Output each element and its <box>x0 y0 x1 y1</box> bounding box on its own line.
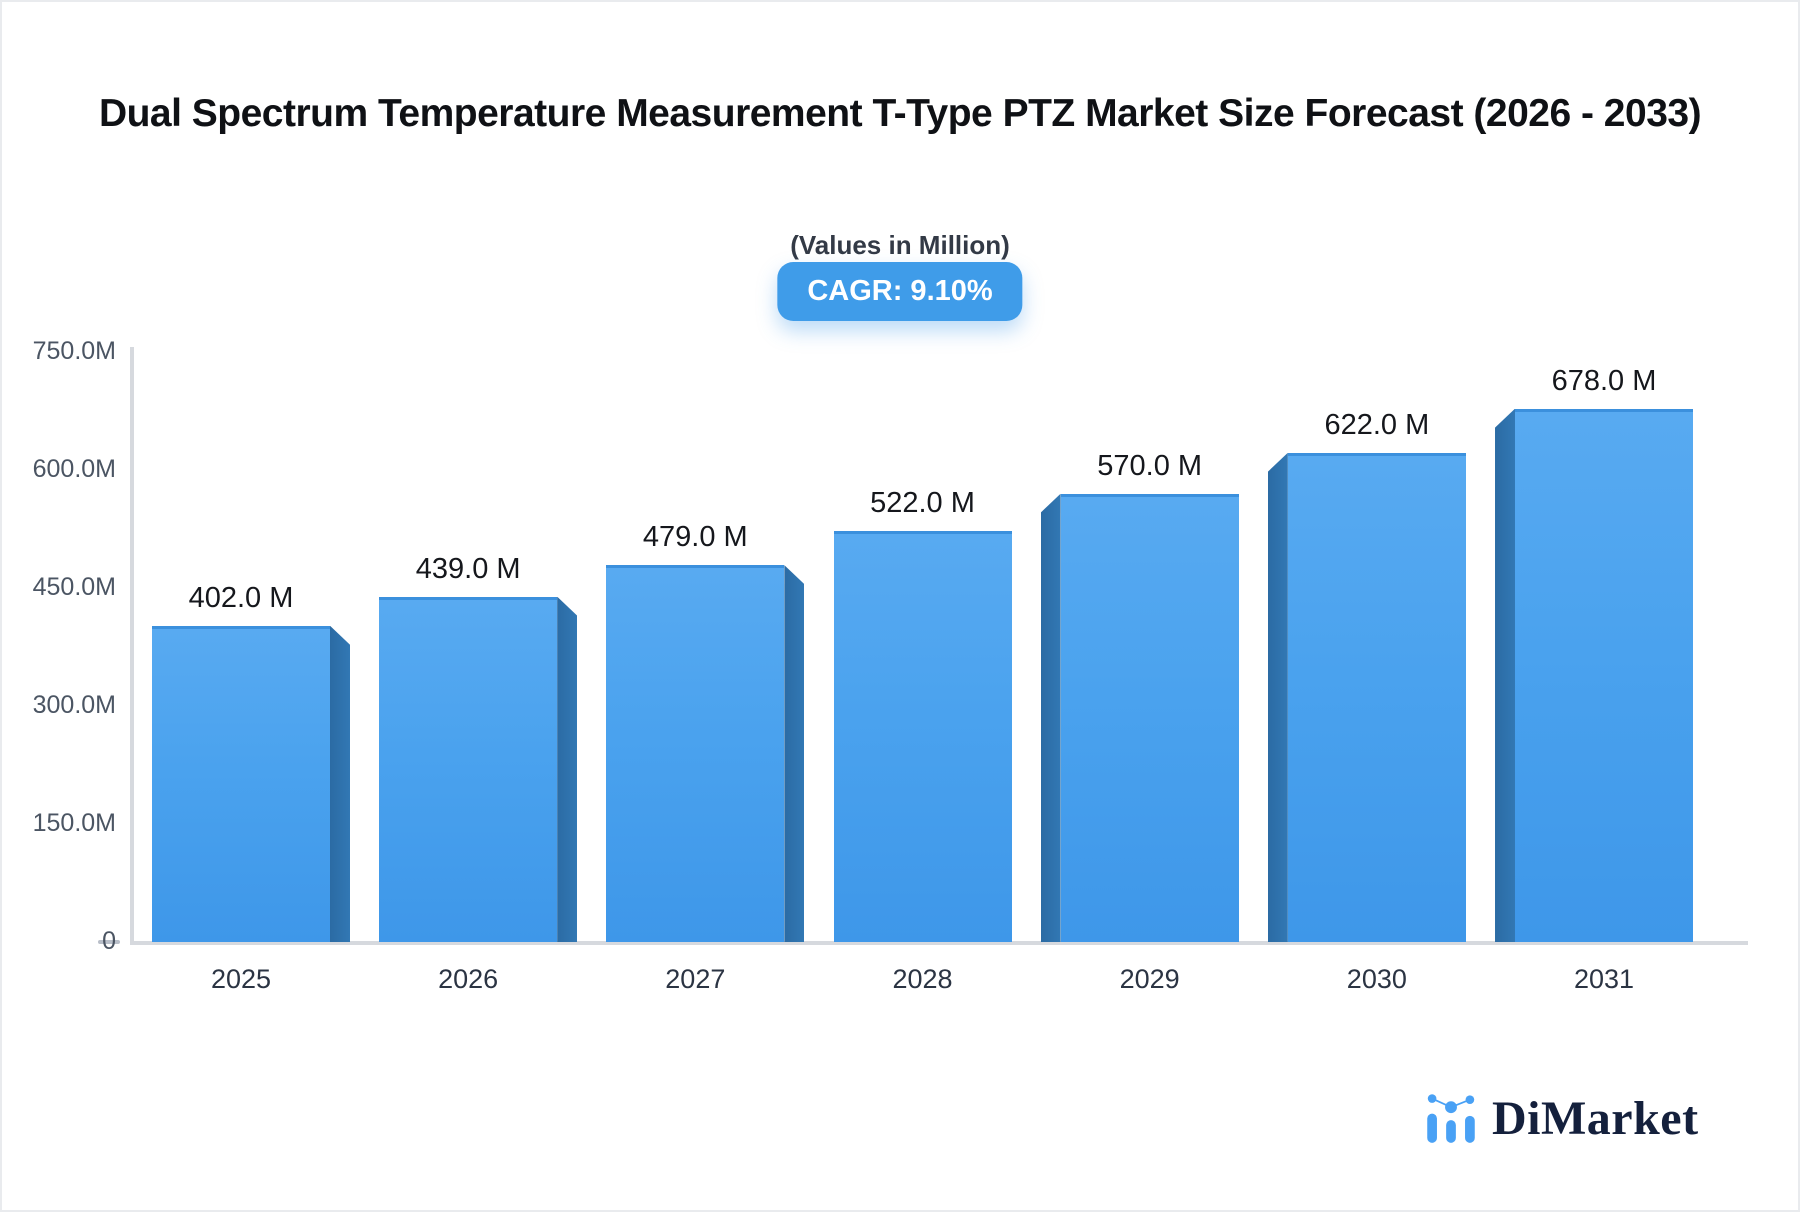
bar-2027 <box>606 565 785 942</box>
bar-value-label-2025: 402.0 M <box>188 581 294 614</box>
bar-2025 <box>152 625 330 942</box>
bar-value-label-2030: 622.0 M <box>1324 408 1430 441</box>
y-axis-line <box>130 347 134 945</box>
bar-value-label-2026: 439.0 M <box>415 552 521 585</box>
x-tick-label-2031: 2031 <box>1573 964 1635 994</box>
y-tick-label-450: 450.0M <box>32 573 116 601</box>
y-tick-label-600: 600.0M <box>32 455 116 483</box>
x-tick-label-2029: 2029 <box>1119 964 1180 994</box>
zero-tick-mark <box>98 940 120 944</box>
bar-side-2031 <box>1495 408 1516 942</box>
bar-value-label-2028: 522.0 M <box>870 487 975 520</box>
brand-footer: DiMarket <box>1424 1090 1699 1146</box>
chart-title: Dual Spectrum Temperature Measurement T-… <box>98 92 1702 135</box>
x-axis-baseline <box>130 941 1748 945</box>
brand-wordmark: DiMarket <box>1492 1091 1699 1145</box>
y-tick-label-0: 0 <box>102 927 116 955</box>
y-tick-label-150: 150.0M <box>32 809 116 837</box>
bar-value-label-2027: 479.0 M <box>642 521 748 554</box>
bar-side-2027 <box>784 565 805 942</box>
dimarket-logo-icon <box>1427 1094 1475 1143</box>
bar-2031 <box>1515 408 1694 942</box>
bar-value-label-2029: 570.0 M <box>1097 449 1203 482</box>
bar-side-2026 <box>557 596 578 942</box>
y-tick-label-300: 300.0M <box>32 691 116 719</box>
bar-2028 <box>833 531 1012 942</box>
cagr-badge: CAGR: 9.10% <box>777 262 1023 321</box>
x-tick-label-2027: 2027 <box>665 964 726 994</box>
bar-side-2029 <box>1040 493 1061 942</box>
bar-side-2030 <box>1267 452 1288 942</box>
bar-2026 <box>379 596 558 942</box>
x-tick-label-2028: 2028 <box>892 964 953 994</box>
x-tick-label-2025: 2025 <box>210 964 272 994</box>
x-tick-label-2030: 2030 <box>1346 964 1407 994</box>
bar-2030 <box>1287 452 1466 942</box>
bar-value-label-2031: 678.0 M <box>1551 364 1657 397</box>
bar-side-2025 <box>330 625 350 942</box>
y-tick-label-750: 750.0M <box>32 337 116 365</box>
bar-2029 <box>1060 493 1239 942</box>
x-tick-label-2026: 2026 <box>438 964 499 994</box>
chart-subtitle: (Values in Million) <box>790 230 1010 260</box>
